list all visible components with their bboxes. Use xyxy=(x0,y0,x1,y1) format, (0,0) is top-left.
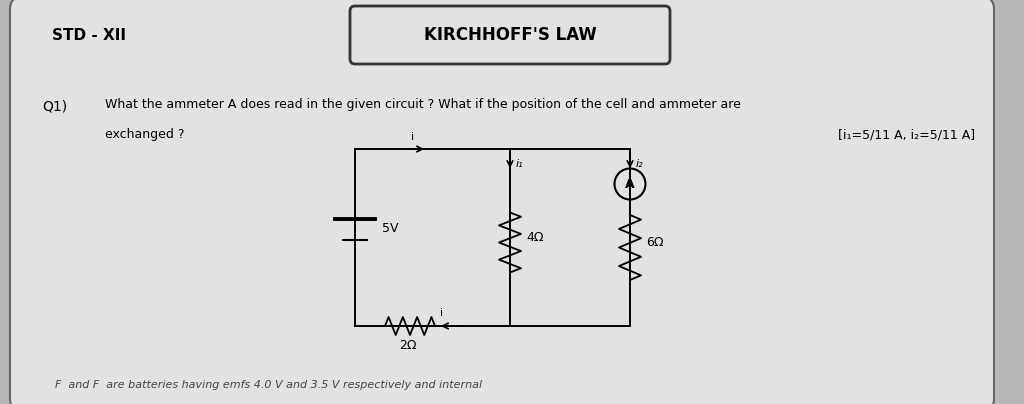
FancyBboxPatch shape xyxy=(10,0,994,404)
Text: i₂: i₂ xyxy=(636,159,644,169)
Text: KIRCHHOFF'S LAW: KIRCHHOFF'S LAW xyxy=(424,26,596,44)
Text: [i₁=5/11 A, i₂=5/11 A]: [i₁=5/11 A, i₂=5/11 A] xyxy=(838,128,975,141)
Text: 5V: 5V xyxy=(382,222,398,235)
Text: exchanged ?: exchanged ? xyxy=(105,128,184,141)
FancyBboxPatch shape xyxy=(350,6,670,64)
Text: What the ammeter A does read in the given circuit ? What if the position of the : What the ammeter A does read in the give… xyxy=(105,98,741,111)
Text: 4Ω: 4Ω xyxy=(526,231,544,244)
Text: i₁: i₁ xyxy=(516,159,523,169)
Text: A: A xyxy=(626,177,635,191)
Text: Q1): Q1) xyxy=(42,99,68,113)
Text: i: i xyxy=(440,308,443,318)
Text: F  and F  are batteries having emfs 4.0 V and 3.5 V respectively and internal: F and F are batteries having emfs 4.0 V … xyxy=(55,380,482,390)
Text: 2Ω: 2Ω xyxy=(399,339,417,352)
Text: i: i xyxy=(411,132,414,142)
Text: STD - XII: STD - XII xyxy=(52,29,126,44)
Text: 6Ω: 6Ω xyxy=(646,236,664,249)
